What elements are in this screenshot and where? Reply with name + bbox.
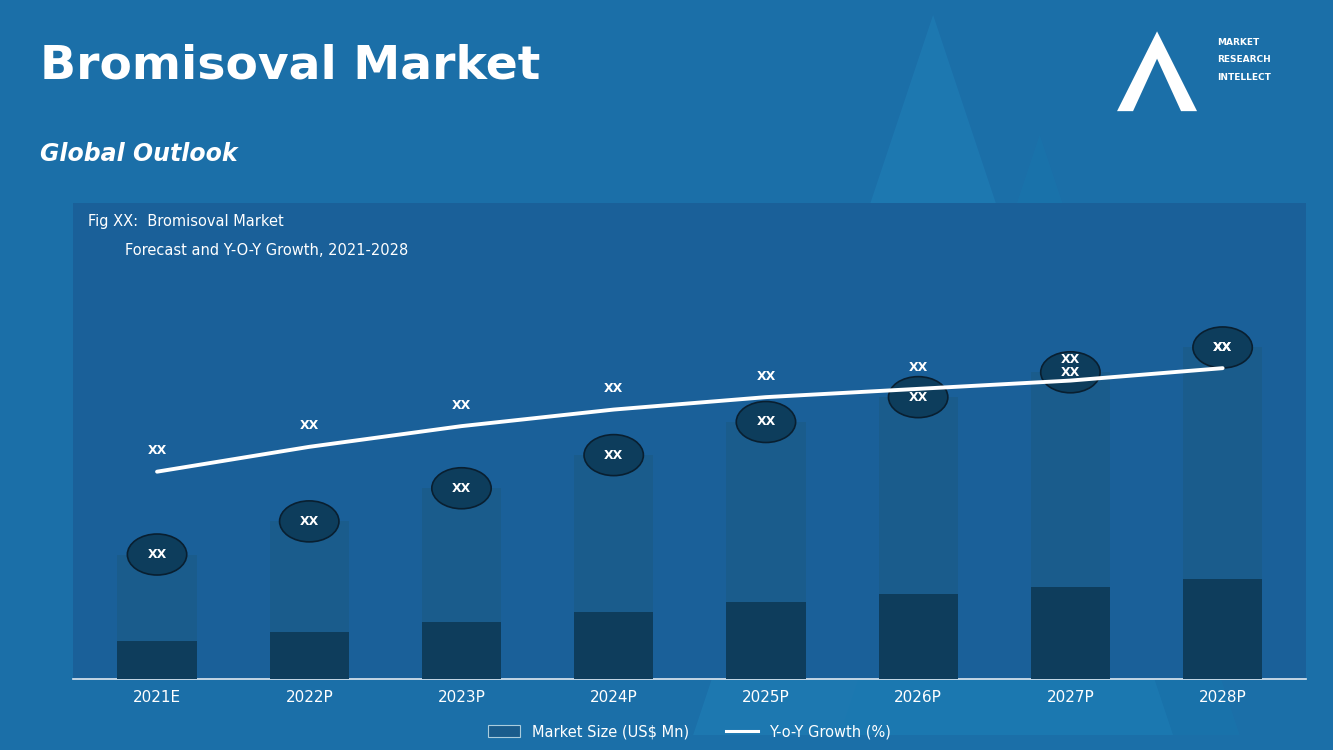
Bar xyxy=(575,455,653,679)
Bar xyxy=(575,612,653,679)
Text: Bromisoval Market: Bromisoval Market xyxy=(40,44,540,89)
Ellipse shape xyxy=(736,401,796,442)
Ellipse shape xyxy=(1041,352,1100,393)
Text: XX: XX xyxy=(452,482,471,495)
Text: Global Outlook: Global Outlook xyxy=(40,142,237,166)
Text: XX: XX xyxy=(452,399,471,412)
Ellipse shape xyxy=(280,501,339,542)
Ellipse shape xyxy=(889,376,948,418)
Bar xyxy=(726,602,805,679)
Text: XX: XX xyxy=(1213,341,1232,354)
Text: MARKET: MARKET xyxy=(1217,38,1260,46)
Ellipse shape xyxy=(1193,327,1252,368)
Bar xyxy=(117,641,197,679)
Polygon shape xyxy=(1117,32,1197,111)
Text: XX: XX xyxy=(1061,366,1080,379)
Polygon shape xyxy=(693,15,1173,735)
Text: XX: XX xyxy=(909,391,928,404)
Bar xyxy=(1184,347,1262,679)
Ellipse shape xyxy=(432,468,491,509)
Bar xyxy=(726,422,805,679)
Polygon shape xyxy=(840,135,1240,735)
Bar xyxy=(269,632,349,679)
Text: XX: XX xyxy=(148,548,167,561)
Text: XX: XX xyxy=(604,382,624,395)
Text: XX: XX xyxy=(604,448,624,461)
Bar xyxy=(1030,372,1110,679)
Text: Fig XX:  Bromisoval Market: Fig XX: Bromisoval Market xyxy=(88,214,284,230)
Bar xyxy=(1030,586,1110,679)
Text: XX: XX xyxy=(756,416,776,428)
Bar xyxy=(878,398,957,679)
Bar xyxy=(423,622,501,679)
Text: XX: XX xyxy=(148,444,167,458)
Bar xyxy=(269,521,349,679)
Ellipse shape xyxy=(584,434,644,476)
Text: XX: XX xyxy=(300,515,319,528)
Text: XX: XX xyxy=(1213,340,1232,354)
Text: INTELLECT: INTELLECT xyxy=(1217,74,1270,82)
Text: XX: XX xyxy=(756,370,776,382)
Text: RESEARCH: RESEARCH xyxy=(1217,56,1270,64)
Text: XX: XX xyxy=(909,362,928,374)
Bar xyxy=(878,594,957,679)
Legend: Market Size (US$ Mn), Y-o-Y Growth (%): Market Size (US$ Mn), Y-o-Y Growth (%) xyxy=(483,718,897,746)
Bar xyxy=(423,488,501,679)
Text: XX: XX xyxy=(300,419,319,432)
Bar xyxy=(1184,579,1262,679)
Text: XX: XX xyxy=(1061,353,1080,366)
Bar xyxy=(117,554,197,679)
Text: Forecast and Y-O-Y Growth, 2021-2028: Forecast and Y-O-Y Growth, 2021-2028 xyxy=(88,243,408,258)
Ellipse shape xyxy=(128,534,187,575)
